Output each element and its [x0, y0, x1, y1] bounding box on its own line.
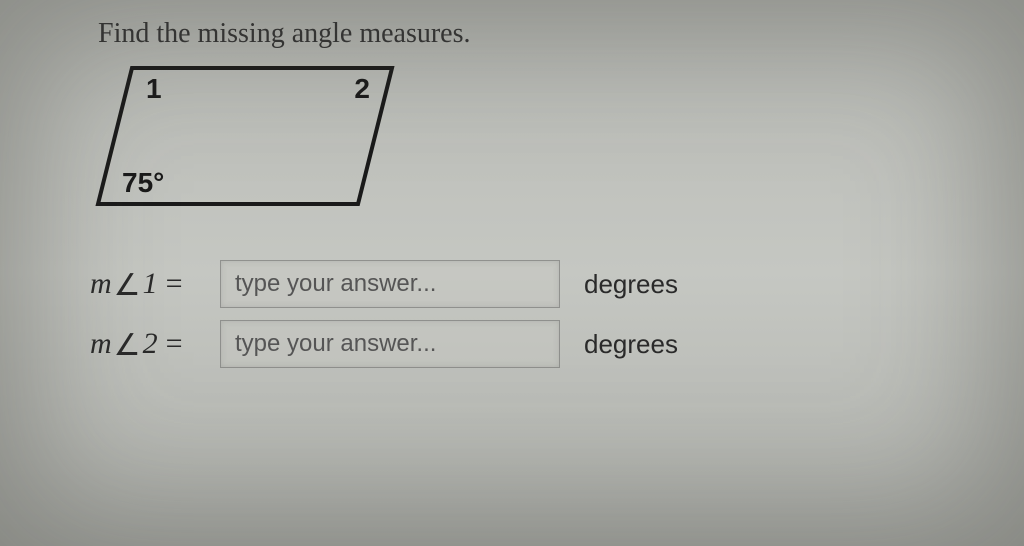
degrees-label-2: degrees — [584, 329, 678, 360]
svg-text:1: 1 — [146, 73, 162, 104]
question-prompt: Find the missing angle measures. — [98, 18, 996, 50]
answer-section: m∠1 = type your answer... degrees m∠2 = … — [90, 254, 996, 374]
angle-2-placeholder: type your answer... — [235, 330, 436, 358]
parallelogram-diagram: 1275° — [98, 64, 358, 204]
angle-2-input[interactable]: type your answer... — [220, 320, 560, 368]
angle-1-placeholder: type your answer... — [235, 270, 436, 298]
angle-1-input[interactable]: type your answer... — [220, 260, 560, 308]
answer-row-2: m∠2 = type your answer... degrees — [90, 314, 996, 374]
svg-text:75°: 75° — [122, 167, 164, 198]
svg-text:2: 2 — [354, 73, 370, 104]
angle-2-label: m∠2 = — [90, 327, 220, 362]
degrees-label-1: degrees — [584, 269, 678, 300]
angle-1-label: m∠1 = — [90, 267, 220, 302]
answer-row-1: m∠1 = type your answer... degrees — [90, 254, 996, 314]
